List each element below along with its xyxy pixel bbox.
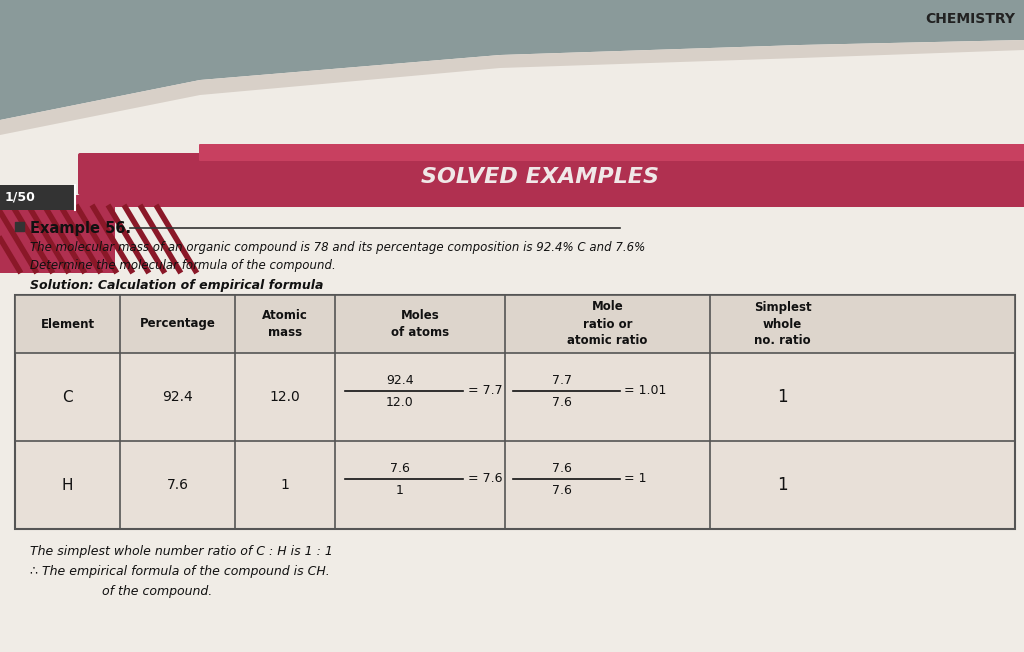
- Text: 1/50: 1/50: [5, 190, 36, 203]
- Text: Moles
of atoms: Moles of atoms: [391, 309, 450, 339]
- FancyBboxPatch shape: [78, 153, 1024, 195]
- PathPatch shape: [0, 40, 1024, 135]
- FancyBboxPatch shape: [199, 144, 1024, 161]
- Text: C: C: [62, 389, 73, 404]
- Text: 7.7: 7.7: [552, 374, 572, 387]
- Text: Percentage: Percentage: [139, 318, 215, 331]
- Text: The simplest whole number ratio of C : H is 1 : 1: The simplest whole number ratio of C : H…: [30, 544, 333, 557]
- Text: SOLVED EXAMPLES: SOLVED EXAMPLES: [421, 167, 659, 187]
- Bar: [15, 295, 1015, 353]
- Bar: [0, 120, 1024, 652]
- PathPatch shape: [0, 40, 1024, 652]
- Text: Atomic
mass: Atomic mass: [262, 309, 308, 339]
- Text: 1: 1: [395, 484, 403, 497]
- Text: 7.6: 7.6: [553, 396, 572, 409]
- Bar: [0, 185, 75, 210]
- Text: 12.0: 12.0: [269, 390, 300, 404]
- Text: 7.6: 7.6: [167, 478, 188, 492]
- Text: Mole
ratio or
atomic ratio: Mole ratio or atomic ratio: [567, 301, 648, 348]
- Text: 7.6: 7.6: [390, 462, 410, 475]
- Text: 92.4: 92.4: [162, 390, 193, 404]
- Text: CHEMISTRY: CHEMISTRY: [925, 12, 1015, 26]
- Text: Solution: Calculation of empirical formula: Solution: Calculation of empirical formu…: [30, 278, 324, 291]
- Bar: [15, 222, 24, 231]
- Text: ∴ The empirical formula of the compound is CH.: ∴ The empirical formula of the compound …: [30, 565, 330, 578]
- Bar: [0, 205, 115, 273]
- Text: Example 56.: Example 56.: [30, 220, 131, 235]
- Text: Element: Element: [40, 318, 94, 331]
- Text: = 1: = 1: [624, 473, 646, 486]
- Text: Simplest
whole
no. ratio: Simplest whole no. ratio: [754, 301, 811, 348]
- Text: 92.4: 92.4: [386, 374, 414, 387]
- Text: Determine the molecular formula of the compound.: Determine the molecular formula of the c…: [30, 258, 336, 271]
- Text: 7.6: 7.6: [553, 462, 572, 475]
- Text: 1: 1: [777, 388, 787, 406]
- Bar: [0, 195, 1024, 207]
- Text: 1: 1: [777, 476, 787, 494]
- Text: = 1.01: = 1.01: [624, 385, 667, 398]
- Text: H: H: [61, 477, 74, 492]
- Bar: [15, 295, 1015, 529]
- Text: of the compound.: of the compound.: [30, 584, 212, 597]
- Text: 7.6: 7.6: [553, 484, 572, 497]
- Text: The molecular mass of an organic compound is 78 and its percentage composition i: The molecular mass of an organic compoun…: [30, 241, 645, 254]
- Text: 1: 1: [281, 478, 290, 492]
- Text: = 7.7: = 7.7: [468, 385, 502, 398]
- Text: 12.0: 12.0: [386, 396, 414, 409]
- Bar: [0, 205, 115, 273]
- Text: = 7.6: = 7.6: [468, 473, 502, 486]
